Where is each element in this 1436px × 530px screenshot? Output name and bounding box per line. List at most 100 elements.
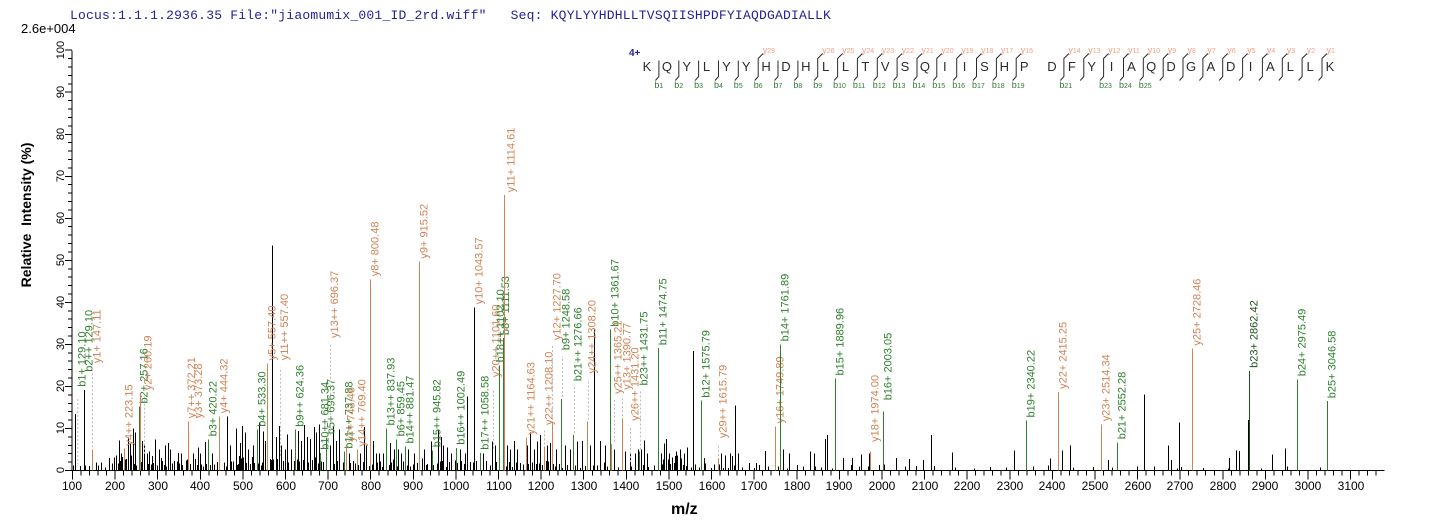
svg-text:b4: b4 [714, 80, 723, 90]
svg-text:b10: b10 [833, 80, 846, 90]
svg-text:900: 900 [403, 479, 423, 493]
svg-text:b10++ 681.34: b10++ 681.34 [320, 382, 332, 450]
svg-text:400: 400 [190, 479, 210, 493]
svg-text:b21+ 2552.28: b21+ 2552.28 [1117, 372, 1129, 440]
svg-text:H: H [761, 59, 770, 74]
svg-text:L: L [842, 59, 849, 74]
svg-text:b18: b18 [992, 80, 1005, 90]
svg-text:y17: y17 [1001, 45, 1013, 55]
svg-text:b13++ 837.93: b13++ 837.93 [386, 358, 398, 426]
svg-text:y22++ 1208.10: y22++ 1208.10 [544, 352, 556, 425]
svg-text:y24++ 1308.20: y24++ 1308.20 [587, 300, 599, 373]
svg-text:y13+ 1390.77: y13+ 1390.77 [622, 323, 634, 390]
svg-text:A: A [1206, 59, 1215, 74]
svg-text:I: I [963, 59, 967, 74]
svg-text:b5+ 696.37: b5+ 696.37 [326, 379, 338, 434]
svg-text:b13: b13 [893, 80, 906, 90]
svg-text:y23+ 2514.34: y23+ 2514.34 [1101, 354, 1113, 421]
svg-text:y14++ 769.40: y14++ 769.40 [357, 379, 369, 446]
svg-text:A: A [1266, 59, 1275, 74]
svg-text:P: P [1020, 59, 1029, 74]
svg-text:2200: 2200 [954, 479, 981, 493]
svg-text:2000: 2000 [869, 479, 896, 493]
svg-text:1900: 1900 [826, 479, 853, 493]
svg-text:A: A [1127, 59, 1136, 74]
svg-text:2300: 2300 [997, 479, 1024, 493]
svg-text:b23: b23 [1099, 80, 1112, 90]
svg-text:y22: y22 [902, 45, 914, 55]
svg-text:40: 40 [55, 296, 67, 308]
svg-text:b24+ 2975.49: b24+ 2975.49 [1297, 309, 1309, 377]
svg-text:b17++ 1058.58: b17++ 1058.58 [480, 376, 492, 450]
svg-text:y25+ 2728.46: y25+ 2728.46 [1192, 279, 1204, 346]
svg-text:b23+ 2862.42: b23+ 2862.42 [1249, 300, 1261, 368]
svg-text:H: H [1000, 59, 1009, 74]
svg-text:b1: b1 [654, 80, 663, 90]
svg-text:b16: b16 [952, 80, 965, 90]
svg-text:L: L [703, 59, 710, 74]
svg-text:I: I [1249, 59, 1253, 74]
svg-text:600: 600 [276, 479, 296, 493]
svg-text:b9++ 624.36: b9++ 624.36 [295, 365, 307, 427]
svg-text:y26++ 1431.20: y26++ 1431.20 [630, 347, 642, 420]
svg-text:b10+ 1361.67: b10+ 1361.67 [610, 259, 622, 327]
svg-text:100: 100 [62, 479, 82, 493]
svg-text:y9: y9 [1168, 45, 1177, 55]
svg-text:L: L [1306, 59, 1313, 74]
svg-text:Y: Y [742, 59, 751, 74]
svg-text:100: 100 [55, 41, 67, 59]
svg-text:90: 90 [55, 86, 67, 98]
svg-text:b8: b8 [793, 80, 802, 90]
svg-text:b25: b25 [1139, 80, 1152, 90]
svg-text:y6: y6 [1227, 45, 1236, 55]
svg-text:b12+ 1575.79: b12+ 1575.79 [701, 330, 713, 398]
svg-text:b24: b24 [1119, 80, 1132, 90]
svg-text:b21++ 1276.66: b21++ 1276.66 [573, 307, 585, 381]
svg-text:y22+ 2415.25: y22+ 2415.25 [1058, 322, 1070, 389]
svg-text:y13: y13 [1088, 45, 1100, 55]
svg-text:b16+ 2003.05: b16+ 2003.05 [883, 333, 895, 401]
svg-text:b16++ 1002.49: b16++ 1002.49 [456, 371, 468, 445]
svg-text:y29++ 1615.79: y29++ 1615.79 [718, 365, 730, 438]
svg-text:b19+ 2340.22: b19+ 2340.22 [1026, 350, 1038, 418]
svg-text:300: 300 [148, 479, 168, 493]
svg-text:y14: y14 [1068, 45, 1080, 55]
svg-text:y4+ 444.32: y4+ 444.32 [219, 359, 231, 414]
svg-text:S: S [901, 59, 910, 74]
svg-text:y7: y7 [1207, 45, 1216, 55]
svg-text:y10: y10 [1148, 45, 1160, 55]
svg-text:b14++ 881.47: b14++ 881.47 [405, 376, 417, 444]
svg-text:2400: 2400 [1039, 479, 1066, 493]
svg-text:b25+ 3046.58: b25+ 3046.58 [1327, 331, 1339, 399]
svg-text:K: K [643, 59, 652, 74]
svg-text:b1+ 129.10: b1+ 129.10 [77, 331, 89, 386]
svg-text:y20: y20 [941, 45, 953, 55]
svg-text:V: V [881, 59, 890, 74]
svg-text:b8+ 1111.53: b8+ 1111.53 [500, 276, 512, 335]
svg-text:b11: b11 [853, 80, 865, 90]
svg-text:b11+ 1474.75: b11+ 1474.75 [658, 278, 670, 345]
svg-text:y26: y26 [822, 45, 834, 55]
svg-text:y25++ 1365.21: y25++ 1365.21 [613, 320, 625, 393]
svg-text:D: D [1047, 59, 1056, 74]
svg-text:Q: Q [662, 59, 672, 74]
svg-text:b14: b14 [913, 80, 926, 90]
svg-text:b2+ 257.16: b2+ 257.16 [139, 348, 151, 403]
svg-text:1000: 1000 [443, 479, 470, 493]
svg-text:30: 30 [55, 338, 67, 350]
svg-text:y1+ 147.11: y1+ 147.11 [92, 309, 104, 363]
svg-text:y8+ 800.48: y8+ 800.48 [370, 222, 382, 277]
svg-text:D: D [1226, 59, 1235, 74]
svg-text:Y: Y [1087, 59, 1096, 74]
svg-text:b4+ 533.30: b4+ 533.30 [257, 371, 269, 426]
svg-text:1400: 1400 [613, 479, 640, 493]
svg-text:b6+ 859.45: b6+ 859.45 [396, 381, 408, 436]
svg-text:y2+ 260.19: y2+ 260.19 [143, 335, 155, 390]
svg-text:G: G [1186, 59, 1196, 74]
svg-text:3100: 3100 [1338, 479, 1365, 493]
svg-text:b15+ 1889.96: b15+ 1889.96 [835, 308, 847, 376]
svg-text:I: I [943, 59, 947, 74]
svg-text:y2: y2 [1307, 45, 1316, 55]
svg-text:1200: 1200 [528, 479, 555, 493]
svg-text:b23++ 1431.75: b23++ 1431.75 [639, 311, 651, 385]
